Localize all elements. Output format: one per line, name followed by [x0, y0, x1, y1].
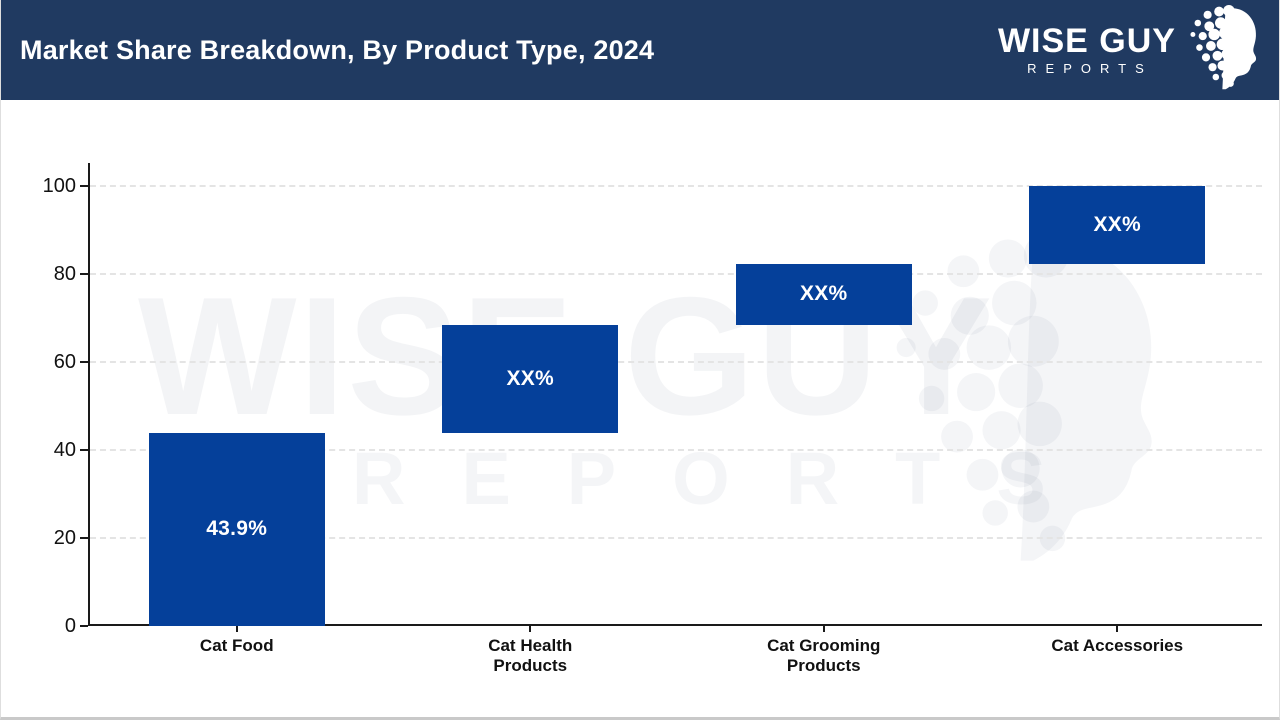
x-category-label-3: Cat Accessories — [1007, 636, 1227, 656]
x-category-label-line: Products — [493, 656, 568, 675]
plot-area: 0 20 40 60 80 100 43.9% Cat Food XX% Cat Health Pr… — [43, 163, 1262, 675]
x-tick-2 — [822, 624, 825, 632]
y-tick-20 — [80, 537, 88, 539]
y-tick-label-60: 60 — [53, 351, 76, 373]
brand-face-icon — [1190, 5, 1257, 90]
y-tick-100 — [80, 185, 88, 187]
x-category-label-line: Cat Health — [488, 636, 573, 655]
header-bar: Market Share Breakdown, By Product Type,… — [0, 0, 1280, 100]
brand-logo: WISE GUY REPORTS — [998, 4, 1266, 96]
y-tick-label-40: 40 — [53, 439, 76, 461]
brand-tagline: REPORTS — [1027, 61, 1153, 77]
gridline-60 — [90, 361, 1262, 363]
y-tick-label-0: 0 — [64, 615, 76, 637]
bar-cat-food: 43.9% — [148, 432, 325, 626]
x-category-label-2: Cat Grooming Products — [714, 636, 934, 676]
y-tick-40 — [80, 449, 88, 451]
bar-value-label: XX% — [506, 366, 555, 390]
y-tick-80 — [80, 273, 88, 275]
y-tick-60 — [80, 361, 88, 363]
x-category-label-0: Cat Food — [127, 636, 347, 656]
bar-cat-health-products: XX% — [442, 325, 619, 433]
gridline-40 — [90, 449, 1262, 451]
bar-value-label: XX% — [1093, 212, 1142, 236]
x-category-label-line: Cat Food — [199, 636, 274, 655]
x-tick-1 — [529, 624, 532, 632]
brand-name: WISE GUY — [997, 21, 1176, 60]
x-tick-3 — [1116, 624, 1119, 632]
bar-value-label: 43.9% — [206, 517, 268, 541]
gridline-100 — [90, 185, 1262, 187]
x-category-label-line: Products — [786, 656, 861, 675]
y-tick-label-80: 80 — [53, 263, 76, 285]
y-tick-label-100: 100 — [42, 175, 76, 197]
bar-value-label: XX% — [799, 282, 848, 306]
brand-logo-text: WISE GUY REPORTS — [997, 21, 1176, 77]
y-tick-0 — [80, 625, 88, 627]
gridline-80 — [90, 273, 1262, 275]
bar-cat-accessories: XX% — [1029, 186, 1206, 264]
y-tick-label-20: 20 — [53, 527, 76, 549]
x-category-label-1: Cat Health Products — [420, 636, 640, 676]
chart-title: Market Share Breakdown, By Product Type,… — [20, 34, 655, 65]
x-tick-0 — [235, 624, 238, 632]
x-category-label-line: Cat Grooming — [767, 636, 881, 655]
bar-cat-grooming-products: XX% — [735, 263, 912, 326]
gridline-20 — [90, 537, 1262, 539]
x-category-label-line: Cat Accessories — [1051, 636, 1184, 655]
